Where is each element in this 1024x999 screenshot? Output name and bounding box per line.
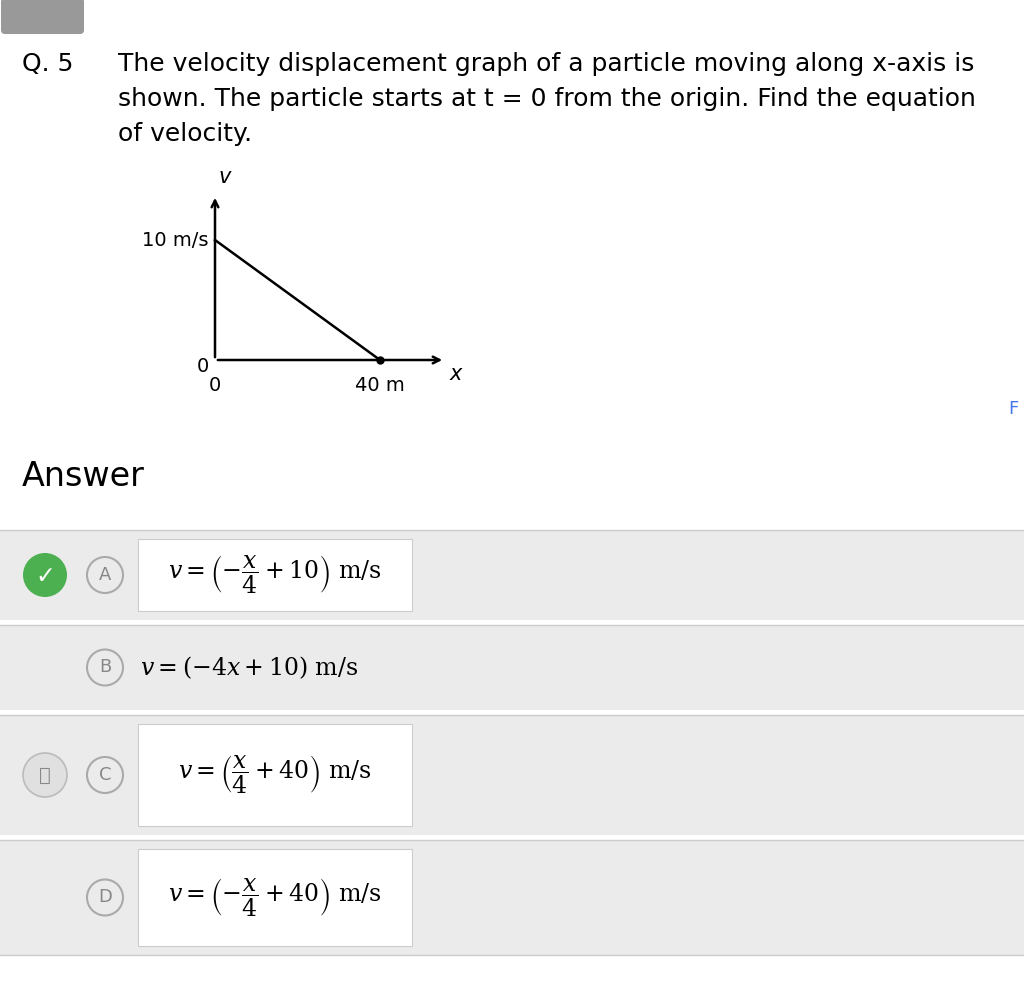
Text: 10 m/s: 10 m/s [142, 231, 209, 250]
FancyBboxPatch shape [138, 724, 412, 826]
Text: B: B [99, 658, 112, 676]
Text: F: F [1008, 400, 1018, 418]
Text: 0: 0 [197, 357, 209, 376]
Text: C: C [98, 766, 112, 784]
FancyBboxPatch shape [0, 625, 1024, 710]
Text: A: A [98, 566, 112, 584]
FancyBboxPatch shape [0, 530, 1024, 620]
FancyBboxPatch shape [138, 539, 412, 611]
Text: ✓: ✓ [35, 564, 55, 588]
Text: x: x [450, 364, 463, 384]
Text: v: v [218, 167, 230, 187]
Text: 0: 0 [209, 376, 221, 395]
FancyBboxPatch shape [1, 0, 84, 34]
Text: $v = \left(\dfrac{x}{4}+40\right)\ \mathrm{m/s}$: $v = \left(\dfrac{x}{4}+40\right)\ \math… [178, 754, 372, 796]
FancyBboxPatch shape [0, 715, 1024, 835]
FancyBboxPatch shape [138, 849, 412, 946]
FancyBboxPatch shape [0, 840, 1024, 955]
Text: $v = \left(-\dfrac{x}{4}+40\right)\ \mathrm{m/s}$: $v = \left(-\dfrac{x}{4}+40\right)\ \mat… [168, 876, 382, 919]
Text: $v = \left(-\dfrac{x}{4}+10\right)\ \mathrm{m/s}$: $v = \left(-\dfrac{x}{4}+10\right)\ \mat… [168, 553, 382, 596]
Text: Answer: Answer [22, 460, 144, 493]
Text: The velocity displacement graph of a particle moving along x-axis is: The velocity displacement graph of a par… [118, 52, 975, 76]
Text: 🤚: 🤚 [39, 765, 51, 784]
Text: shown. The particle starts at t = 0 from the origin. Find the equation: shown. The particle starts at t = 0 from… [118, 87, 976, 111]
Text: 40 m: 40 m [355, 376, 404, 395]
Text: D: D [98, 888, 112, 906]
Text: $v = \left(-4x+10\right)\ \mathrm{m/s}$: $v = \left(-4x+10\right)\ \mathrm{m/s}$ [140, 654, 358, 680]
Text: Q. 5: Q. 5 [22, 52, 74, 76]
Text: of velocity.: of velocity. [118, 122, 252, 146]
Circle shape [23, 553, 67, 597]
Circle shape [23, 753, 67, 797]
